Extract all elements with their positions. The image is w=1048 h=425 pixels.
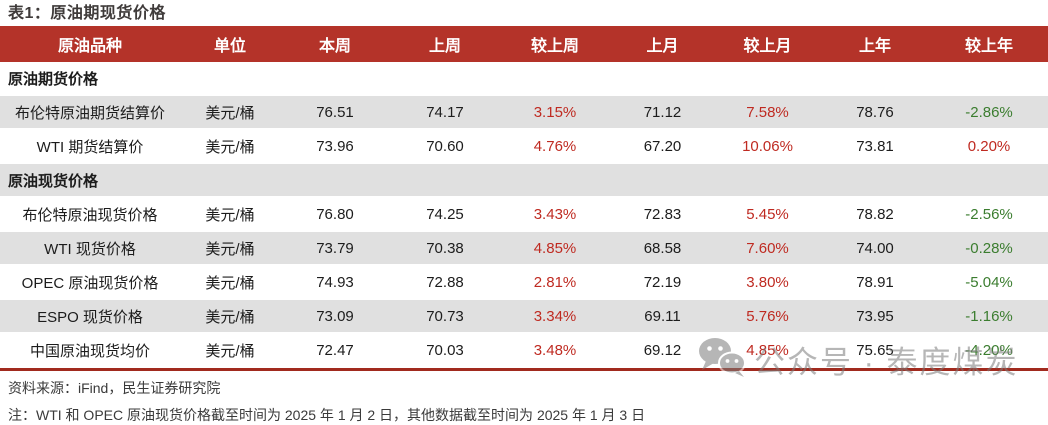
table-row: OPEC 原油现货价格 美元/桶 74.93 72.88 2.81% 72.19 3.80%… <box>0 266 1048 300</box>
column-header-5: 上月 <box>646 38 679 55</box>
row-label: ESPO 现货价格 <box>37 308 143 326</box>
value-cell: 2.81% <box>533 273 577 291</box>
value-cell: 73.95 <box>856 307 894 325</box>
oil-price-table: 原油品种 单位 本周 上周 较上周 上月 较上月 上年 较上年 原油期货价格布伦特原油期货结算价… <box>0 26 1048 368</box>
unit-cell: 美元/桶 <box>205 206 255 224</box>
value-cell: 76.51 <box>316 103 354 121</box>
value-cell: 4.85% <box>533 239 577 257</box>
value-cell: 7.60% <box>746 239 789 257</box>
value-cell: 73.09 <box>316 307 354 325</box>
table-row: WTI 期货结算价 美元/桶 73.96 70.60 4.76% 67.20 10.06% 7… <box>0 130 1048 164</box>
value-cell: 78.82 <box>856 205 894 223</box>
value-cell: 10.06% <box>742 137 793 155</box>
value-cell: 75.65 <box>856 341 894 359</box>
value-cell: 3.15% <box>533 103 577 121</box>
column-header-0: 原油品种 <box>57 38 122 55</box>
column-header-7: 上年 <box>858 38 891 55</box>
column-header-1: 单位 <box>213 38 246 55</box>
value-cell: -2.56% <box>965 205 1013 223</box>
row-label: 布伦特原油现货价格 <box>22 206 158 224</box>
unit-cell: 美元/桶 <box>205 104 255 122</box>
row-label: 中国原油现货均价 <box>29 342 150 360</box>
column-header-2: 本周 <box>318 38 351 55</box>
value-cell: 72.83 <box>643 205 682 223</box>
value-cell: 73.79 <box>316 239 354 257</box>
value-cell: 74.17 <box>426 103 464 121</box>
value-cell: 3.48% <box>533 341 577 359</box>
table-row: ESPO 现货价格 美元/桶 73.09 70.73 3.34% 69.11 5.76% 73… <box>0 300 1048 334</box>
value-cell: 3.80% <box>746 273 789 291</box>
unit-cell: 美元/桶 <box>205 342 255 360</box>
row-label: OPEC 原油现货价格 <box>21 274 159 292</box>
column-header-6: 较上月 <box>743 38 792 55</box>
value-cell: -4.20% <box>965 341 1013 359</box>
value-cell: 3.43% <box>533 205 577 223</box>
value-cell: 7.58% <box>746 103 789 121</box>
section-label: 原油现货价格 <box>8 172 99 190</box>
value-cell: -1.16% <box>965 307 1013 325</box>
value-cell: 5.76% <box>746 307 789 325</box>
value-cell: 70.03 <box>426 341 464 359</box>
value-cell: 73.81 <box>856 137 894 155</box>
column-header-8: 较上年 <box>964 38 1013 55</box>
data-cutoff-note: 注：WTI 和 OPEC 原油现货价格截至时间为 2025 年 1 月 2 日，… <box>8 407 646 423</box>
column-header-4: 较上周 <box>530 38 579 55</box>
unit-cell: 美元/桶 <box>205 308 255 326</box>
value-cell: 69.12 <box>643 341 682 359</box>
value-cell: 72.19 <box>643 273 682 291</box>
value-cell: 72.88 <box>426 273 464 291</box>
table-bottom-border <box>0 368 1048 371</box>
unit-cell: 美元/桶 <box>205 274 255 292</box>
value-cell: 78.76 <box>856 103 894 121</box>
value-cell: 71.12 <box>643 103 682 121</box>
value-cell: 78.91 <box>856 273 894 291</box>
value-cell: 74.25 <box>426 205 464 223</box>
value-cell: 68.58 <box>643 239 682 257</box>
unit-cell: 美元/桶 <box>205 138 255 156</box>
value-cell: 4.76% <box>533 137 577 155</box>
value-cell: 70.38 <box>426 239 464 257</box>
value-cell: 70.60 <box>426 137 464 155</box>
value-cell: 0.20% <box>967 137 1011 155</box>
row-label: WTI 现货价格 <box>44 240 136 258</box>
source-note: 资料来源：iFind，民生证券研究院 <box>8 380 221 396</box>
value-cell: 4.85% <box>746 341 789 359</box>
section-label: 原油期货价格 <box>8 70 99 88</box>
value-cell: -0.28% <box>965 239 1013 257</box>
row-label: 布伦特原油期货结算价 <box>14 104 165 122</box>
table-row: WTI 现货价格 美元/桶 73.79 70.38 4.85% 68.58 7.60% 74.… <box>0 232 1048 266</box>
value-cell: 67.20 <box>643 137 682 155</box>
value-cell: 74.00 <box>856 239 894 257</box>
value-cell: -5.04% <box>965 273 1013 291</box>
table-row: 中国原油现货均价 美元/桶 72.47 70.03 3.48% 69.12 4.85% 75.… <box>0 334 1048 368</box>
row-label: WTI 期货结算价 <box>36 138 144 156</box>
value-cell: 3.34% <box>533 307 577 325</box>
section-row: 原油期货价格 <box>0 62 1048 96</box>
value-cell: 72.47 <box>316 341 354 359</box>
section-row: 原油现货价格 <box>0 164 1048 198</box>
value-cell: 73.96 <box>316 137 354 155</box>
table-header-row: 原油品种 单位 本周 上周 较上周 上月 较上月 上年 较上年 <box>0 26 1048 62</box>
table-row: 布伦特原油现货价格 美元/桶 76.80 74.25 3.43% 72.83 5.45% 78… <box>0 198 1048 232</box>
value-cell: 70.73 <box>426 307 464 325</box>
column-header-3: 上周 <box>428 38 461 55</box>
table-row: 布伦特原油期货结算价 美元/桶 76.51 74.17 3.15% 71.12 7.58% 7… <box>0 96 1048 130</box>
value-cell: 76.80 <box>316 205 354 223</box>
value-cell: 69.11 <box>644 307 681 325</box>
unit-cell: 美元/桶 <box>205 240 255 258</box>
value-cell: -2.86% <box>965 103 1013 121</box>
value-cell: 5.45% <box>746 205 789 223</box>
table-body: 原油期货价格 布伦特原油期货结算价 美元/桶 76.51 74.17 3.15% 71.12… <box>0 62 1048 368</box>
table-caption: 表1：原油期现货价格 <box>8 5 166 22</box>
value-cell: 74.93 <box>316 273 354 291</box>
